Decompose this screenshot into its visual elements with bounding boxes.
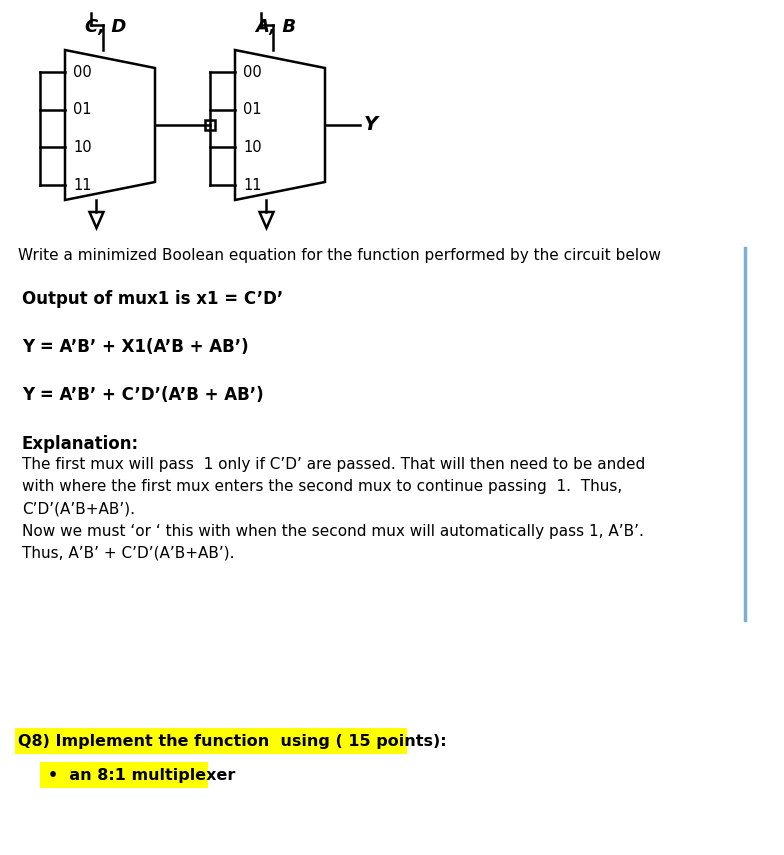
Text: The first mux will pass  1 only if C’D’ are passed. That will then need to be an: The first mux will pass 1 only if C’D’ a… (22, 457, 645, 561)
Text: 10: 10 (243, 140, 262, 155)
Text: 01: 01 (73, 103, 92, 117)
Text: Q8) Implement the function  using ( 15 points):: Q8) Implement the function using ( 15 po… (18, 734, 447, 748)
Text: Write a minimized Boolean equation for the function performed by the circuit bel: Write a minimized Boolean equation for t… (18, 248, 661, 263)
Text: Y: Y (364, 115, 378, 134)
Bar (205, 120, 215, 130)
Text: 00: 00 (243, 65, 262, 80)
Text: •  an 8:1 multiplexer: • an 8:1 multiplexer (48, 768, 235, 782)
Text: Explanation:: Explanation: (22, 435, 139, 453)
Text: Y = A’B’ + X1(A’B + AB’): Y = A’B’ + X1(A’B + AB’) (22, 338, 249, 356)
Text: 11: 11 (243, 178, 262, 192)
Text: 10: 10 (73, 140, 92, 155)
Text: 01: 01 (243, 103, 262, 117)
Text: 11: 11 (73, 178, 92, 192)
Text: A, B: A, B (255, 18, 296, 36)
Text: Y = A’B’ + C’D’(A’B + AB’): Y = A’B’ + C’D’(A’B + AB’) (22, 386, 263, 404)
FancyBboxPatch shape (40, 762, 208, 788)
FancyBboxPatch shape (15, 728, 407, 754)
Text: Output of mux1 is x1 = C’D’: Output of mux1 is x1 = C’D’ (22, 290, 283, 308)
Text: C, D: C, D (85, 18, 126, 36)
Text: 00: 00 (73, 65, 92, 80)
